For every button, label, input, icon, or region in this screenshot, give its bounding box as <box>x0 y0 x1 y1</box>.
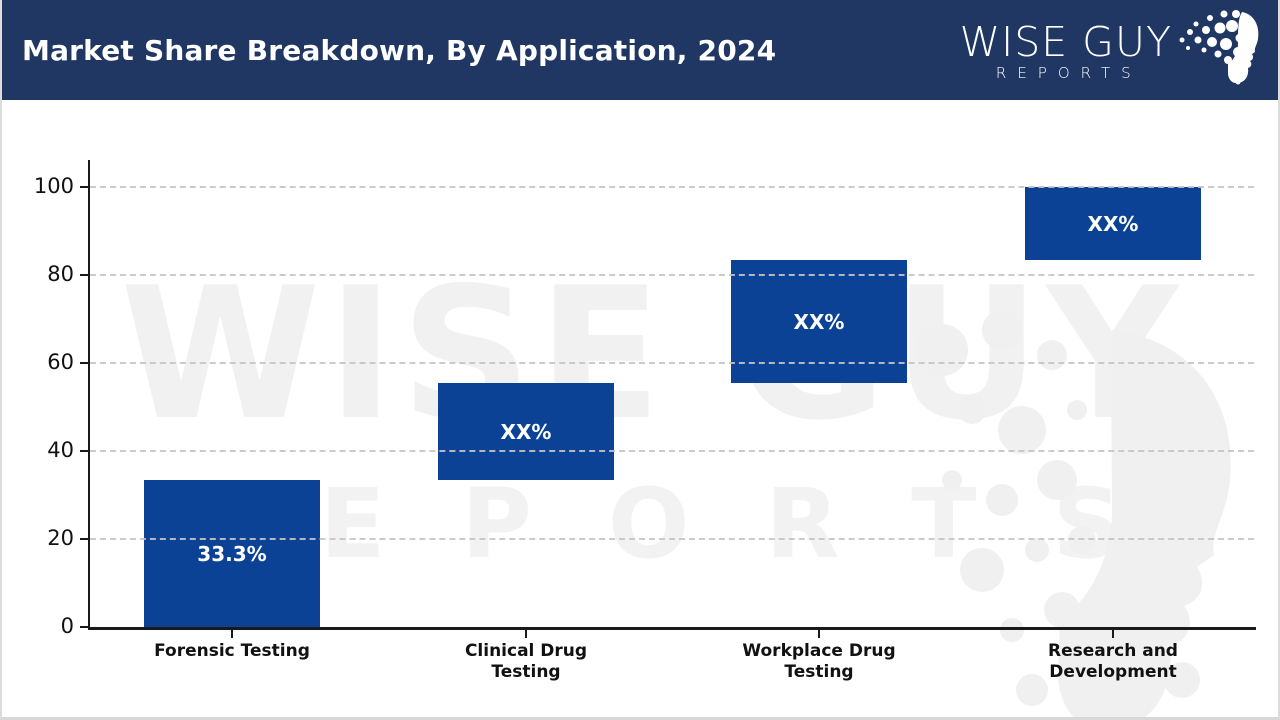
x-category-label-forensic-testing: Forensic Testing <box>154 641 310 661</box>
x-tick-forensic-testing <box>231 630 233 638</box>
logo-wordmark: WISE GUY <box>959 18 1172 66</box>
y-tick-60 <box>80 362 89 364</box>
gridline-60 <box>90 362 1254 364</box>
chart-title: Market Share Breakdown, By Application, … <box>22 33 777 67</box>
y-tick-20 <box>80 538 89 540</box>
header-bar: Market Share Breakdown, By Application, … <box>2 0 1278 100</box>
x-category-label-research-and-development: Research and Development <box>1048 641 1178 682</box>
bar-research-and-development: XX% <box>1025 187 1201 261</box>
logo-text: WISE GUY REPORTS <box>959 18 1172 83</box>
x-tick-workplace-drug-testing <box>818 630 820 638</box>
bar-value-label-forensic-testing: 33.3% <box>197 541 267 566</box>
y-tick-label-40: 40 <box>47 438 74 462</box>
x-tick-research-and-development <box>1112 630 1114 638</box>
bar-forensic-testing: 33.3% <box>144 480 320 627</box>
bar-value-label-research-and-development: XX% <box>1087 211 1139 236</box>
bar-value-label-workplace-drug-testing: XX% <box>793 309 845 334</box>
gridline-100 <box>90 186 1254 188</box>
y-tick-80 <box>80 274 89 276</box>
gridline-40 <box>90 450 1254 452</box>
x-tick-clinical-drug-testing <box>525 630 527 638</box>
gridline-20 <box>90 538 1254 540</box>
y-tick-label-100: 100 <box>33 174 74 198</box>
x-axis <box>88 627 1256 630</box>
bar-clinical-drug-testing: XX% <box>438 382 614 481</box>
wise-guy-reports-logo: WISE GUY REPORTS <box>960 4 1260 96</box>
plot-area: 0 20 40 60 80 100 33.3% XX% XX% XX% Forensic Tes… <box>2 100 1278 717</box>
y-tick-label-20: 20 <box>47 526 74 550</box>
x-category-label-workplace-drug-testing: Workplace Drug Testing <box>742 641 896 682</box>
y-tick-label-80: 80 <box>47 262 74 286</box>
x-category-label-clinical-drug-testing: Clinical Drug Testing <box>464 641 588 682</box>
gridline-80 <box>90 274 1254 276</box>
y-tick-40 <box>80 450 89 452</box>
y-tick-label-0: 0 <box>60 614 74 638</box>
logo-subtitle: REPORTS <box>995 64 1142 82</box>
y-axis <box>88 160 90 630</box>
y-tick-0 <box>80 626 89 628</box>
bar-workplace-drug-testing: XX% <box>731 260 907 383</box>
y-tick-100 <box>80 186 89 188</box>
logo-head-dots-icon <box>1179 10 1259 85</box>
bar-value-label-clinical-drug-testing: XX% <box>500 419 552 444</box>
y-tick-label-60: 60 <box>47 350 74 374</box>
